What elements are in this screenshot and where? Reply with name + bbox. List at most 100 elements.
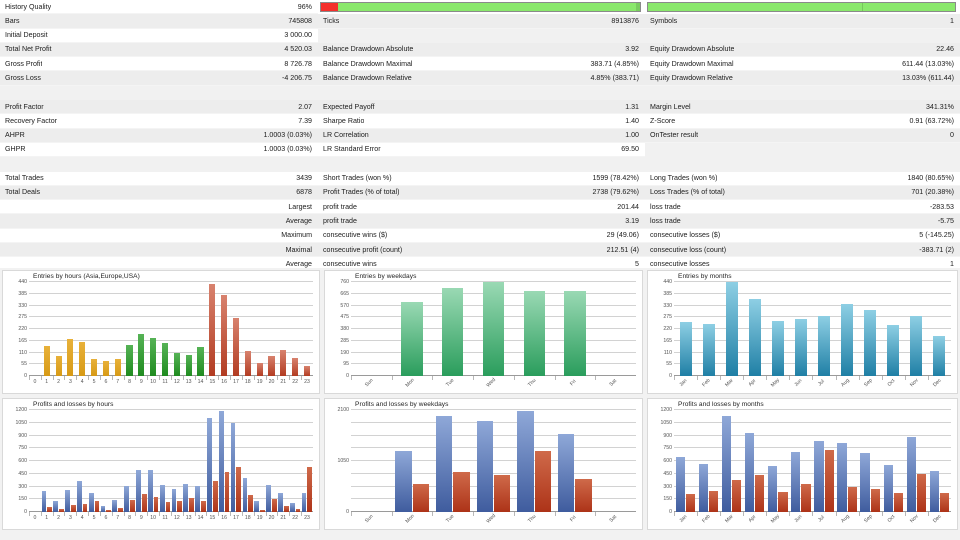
stats-row-label: Recovery Factor (5, 116, 58, 125)
chart-bar (292, 358, 299, 376)
chart-y-axis-label: 0 (24, 509, 27, 515)
chart-x-axis-label: 11 (162, 379, 168, 385)
chart-x-axis-label: Jul (817, 378, 827, 388)
chart-bar-slot (289, 410, 301, 516)
chart-bar-losses (153, 497, 159, 512)
chart-entries-by-months: Entries by months 0 55 110 165 220 275 330 385 44… (647, 270, 958, 394)
chart-x-axis-label: 1 (45, 379, 49, 385)
stats-spacer-row (318, 85, 645, 101)
chart-x-tick (674, 512, 675, 516)
chart-gridline (351, 485, 636, 487)
chart-bar-pair (76, 410, 88, 512)
stats-row-value: 201.44 (617, 202, 639, 211)
stats-row-value: 3.19 (625, 216, 639, 225)
chart-bar-slot (858, 282, 882, 380)
chart-bar-slot (135, 282, 147, 380)
stats-row-value: 383.71 (4.85%) (590, 59, 639, 68)
stats-row: GHPR 1.0003 (0.03%) (0, 142, 318, 158)
stats-row: consecutive wins ($) 29 (49.06) (318, 228, 645, 244)
chart-bar (43, 346, 50, 376)
chart-bar-pair (351, 410, 392, 512)
chart-y-axis-label: 0 (346, 373, 349, 379)
chart-gridline (29, 409, 313, 410)
chart-y-axis-label: 110 (18, 349, 27, 356)
chart-bar (771, 320, 784, 376)
stats-row-value: 8913876 (611, 16, 639, 25)
chart-x-axis-label: 3 (68, 515, 72, 521)
chart-x-axis-label: Mar (724, 377, 735, 389)
stats-row-value: 2738 (79.62%) (592, 188, 639, 197)
chart-bar-profits (278, 492, 283, 512)
chart-x-tick (135, 512, 137, 516)
chart-x-axis-label: Jul (817, 514, 827, 524)
stats-spacer-row (318, 28, 645, 43)
chart-bar-pair (301, 410, 313, 512)
chart-gridline (351, 498, 636, 500)
stats-row-label: Equity Drawdown Relative (650, 73, 733, 82)
chart-bar-profits (906, 437, 916, 512)
chart-bar-slot (99, 410, 112, 516)
chart-bar-slot (182, 410, 195, 516)
stats-row-label: consecutive losses ($) (650, 231, 721, 240)
chart-bar-profits (65, 490, 70, 512)
chart-bar (564, 291, 586, 376)
chart-bar-losses (189, 497, 194, 512)
chart-x-axis-label: Feb (701, 513, 712, 525)
chart-x-axis-label: Aug (839, 377, 851, 389)
chart-bar-slot (432, 282, 473, 380)
stats-row: Profit Trades (% of total) 2738 (79.62%) (318, 185, 645, 201)
chart-x-axis-label: 22 (292, 379, 299, 385)
chart-bar-slot (301, 410, 313, 516)
chart-bar (794, 319, 807, 376)
chart-bar-pair (147, 410, 159, 512)
stats-row-value: 1.40 (625, 116, 639, 125)
chart-x-axis-label: 17 (233, 515, 239, 521)
stats-row-label: Total Trades (5, 174, 44, 183)
chart-bar (702, 324, 715, 376)
charts-grid: Entries by hours (Asia,Europe,USA) 0 55 110… (0, 268, 960, 540)
chart-x-tick (904, 512, 906, 516)
chart-bar-pair (392, 410, 433, 512)
chart-y-axis-label: 220 (18, 326, 27, 332)
stats-row-value: 1840 (80.65%) (907, 174, 954, 183)
chart-bar-losses (453, 471, 470, 512)
chart-y-axis-label: 275 (18, 314, 27, 321)
chart-x-axis-label: 17 (233, 379, 239, 385)
stats-row: Total Deals 6878 (0, 185, 318, 201)
chart-x-tick (64, 512, 66, 516)
chart-bar-profits (195, 485, 200, 512)
stats-row-value: 4.85% (383.71) (590, 73, 639, 82)
chart-x-tick (697, 512, 699, 516)
stats-row-label: Total Deals (5, 188, 41, 197)
chart-bar (173, 352, 180, 376)
chart-bar-losses (295, 509, 301, 512)
stats-row-value: 341.31% (925, 102, 954, 111)
chart-x-axis-label: 14 (197, 515, 204, 521)
chart-bar-losses (870, 488, 880, 512)
chart-bar-profits (791, 452, 801, 512)
chart-bar-losses (236, 466, 242, 512)
chart-profits-losses-by-weekdays: Profits and losses by weekdays 0 1050 2100 S… (324, 398, 643, 530)
chart-bar-profits (675, 457, 686, 512)
chart-bar-losses (686, 493, 696, 512)
stats-row: Gross Loss -4 206.75 (0, 71, 318, 86)
stats-row: Symbols 1 (645, 14, 960, 29)
stats-spacer-row (0, 157, 318, 172)
chart-bar (90, 359, 98, 376)
chart-x-axis-labels: Sun Mon Tue Wed Thu Fri Sat (351, 377, 636, 391)
chart-x-tick (123, 376, 125, 380)
chart-plot-area: 0 95 190 285 380 475 570 665 760 (340, 279, 636, 380)
chart-y-axis-label: 300 (18, 483, 27, 490)
chart-bar-slot (351, 282, 392, 380)
chart-y-axis-label: 300 (663, 483, 672, 490)
chart-gridline (29, 421, 313, 423)
chart-x-tick (230, 376, 232, 380)
chart-x-tick (52, 376, 54, 380)
chart-bar-profits (159, 484, 165, 512)
chart-bar-slot (391, 282, 433, 380)
chart-bars (674, 282, 951, 380)
progressbar-gap-segment (321, 3, 338, 11)
chart-gridline (674, 351, 951, 353)
chart-gridline (351, 472, 636, 474)
chart-x-tick (858, 512, 860, 516)
